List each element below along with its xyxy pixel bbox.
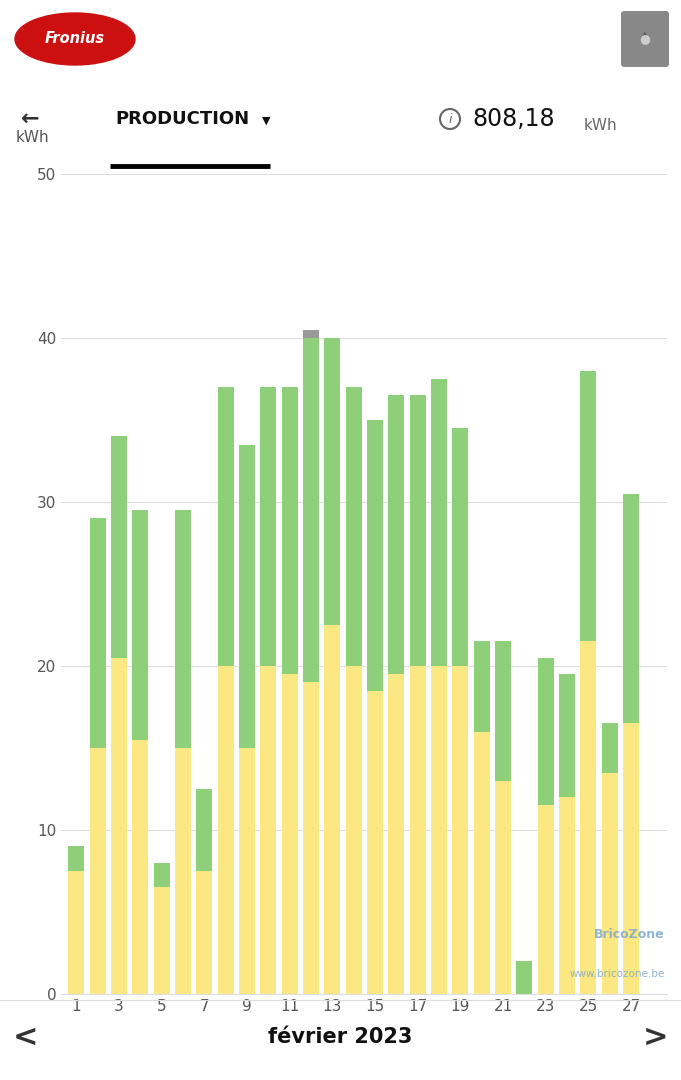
Bar [538,806,554,994]
Text: ▼: ▼ [262,116,270,126]
Bar [218,666,234,994]
Bar [154,863,170,888]
Text: 808,18: 808,18 [472,107,554,131]
Bar [90,518,106,748]
Text: février 2023: février 2023 [268,1027,412,1047]
Bar [431,379,447,666]
Bar [346,388,362,666]
Bar [111,436,127,658]
Bar [388,674,405,994]
Text: kWh: kWh [16,130,50,145]
Bar [346,666,362,994]
Bar [516,961,533,994]
Text: www.bricozone.be: www.bricozone.be [569,969,665,980]
Text: i: i [448,112,452,125]
Ellipse shape [15,13,135,65]
Bar [132,740,148,994]
Bar [218,388,234,666]
Bar [303,338,319,683]
Bar [282,674,298,994]
Bar [282,388,298,674]
Bar [367,420,383,690]
Bar [175,748,191,994]
Bar [239,445,255,748]
Text: PRODUCTION: PRODUCTION [115,110,249,129]
FancyBboxPatch shape [621,11,669,67]
Text: Fronius: Fronius [45,31,105,46]
Bar [474,731,490,994]
Bar [559,797,575,994]
Bar [623,494,639,724]
Bar [410,395,426,666]
Bar [538,658,554,806]
Bar [324,625,340,994]
Bar [559,674,575,797]
Bar [132,510,148,740]
Bar [260,388,276,666]
Text: kWh: kWh [584,118,618,133]
Text: >: > [644,1023,669,1052]
Text: BricoZone: BricoZone [594,928,665,941]
Bar [196,789,212,872]
Bar [239,748,255,994]
Bar [175,510,191,748]
Bar [623,724,639,994]
Text: ●: ● [639,32,650,45]
Bar [68,872,84,994]
Bar [303,683,319,994]
Bar [580,642,597,994]
Bar [580,370,597,642]
Bar [90,748,106,994]
Bar [111,658,127,994]
Text: <: < [12,1023,37,1052]
Bar [431,666,447,994]
Bar [452,666,469,994]
Bar [495,781,511,994]
Bar [68,847,84,872]
Text: ▲: ▲ [642,30,649,40]
Text: ←: ← [20,109,39,129]
Bar [602,772,618,994]
Bar [154,888,170,994]
Bar [367,690,383,994]
Bar [260,666,276,994]
Bar [410,666,426,994]
Bar [303,329,319,338]
Bar [495,642,511,781]
Bar [324,338,340,625]
Bar [452,428,469,666]
Bar [388,395,405,674]
Text: Maison: Maison [155,30,219,48]
Bar [196,872,212,994]
Bar [474,642,490,731]
Bar [602,724,618,772]
